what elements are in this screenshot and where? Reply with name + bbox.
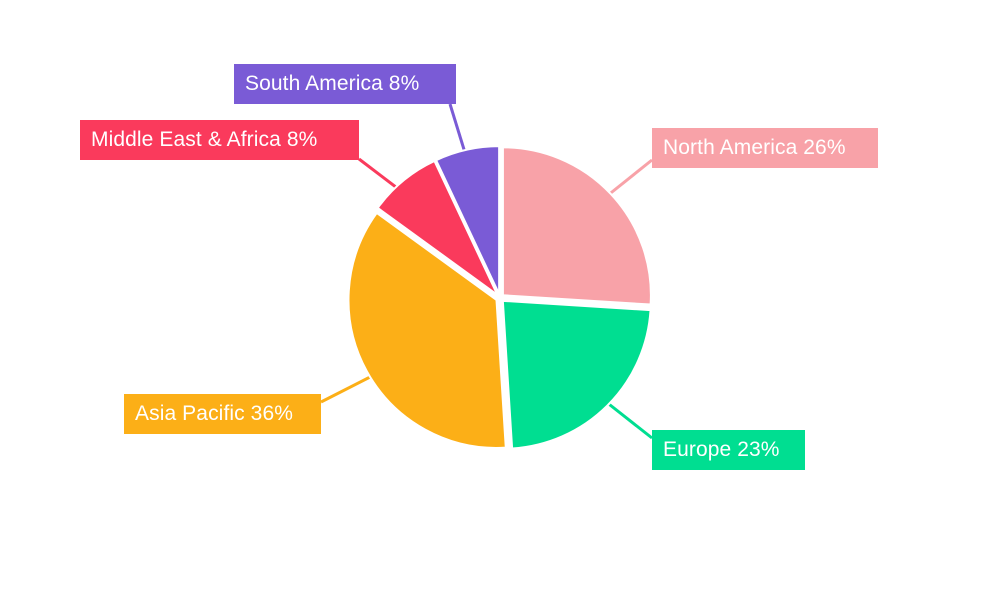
pie-slice-middle-east-africa[interactable]	[376, 159, 499, 296]
pie-slice-europe[interactable]	[501, 299, 652, 450]
pie-slice-south-america[interactable]	[434, 145, 501, 295]
pie-label-middle-east-africa[interactable]: Middle East & Africa 8%	[80, 120, 359, 160]
pie-slice-asia-pacific[interactable]	[347, 211, 507, 449]
leader-line-north-america	[606, 158, 653, 198]
leader-line-europe	[604, 399, 653, 440]
pie-label-south-america[interactable]: South America 8%	[234, 64, 456, 104]
pie-slice-north-america[interactable]	[501, 146, 652, 306]
pie-slice-group	[347, 145, 652, 450]
pie-label-asia-pacific[interactable]: Asia Pacific 36%	[124, 394, 321, 434]
leader-line-south-america	[448, 103, 468, 157]
pie-label-europe[interactable]: Europe 23%	[652, 430, 805, 470]
pie-label-north-america[interactable]: North America 26%	[652, 128, 878, 168]
leader-line-asia-pacific	[320, 372, 377, 404]
